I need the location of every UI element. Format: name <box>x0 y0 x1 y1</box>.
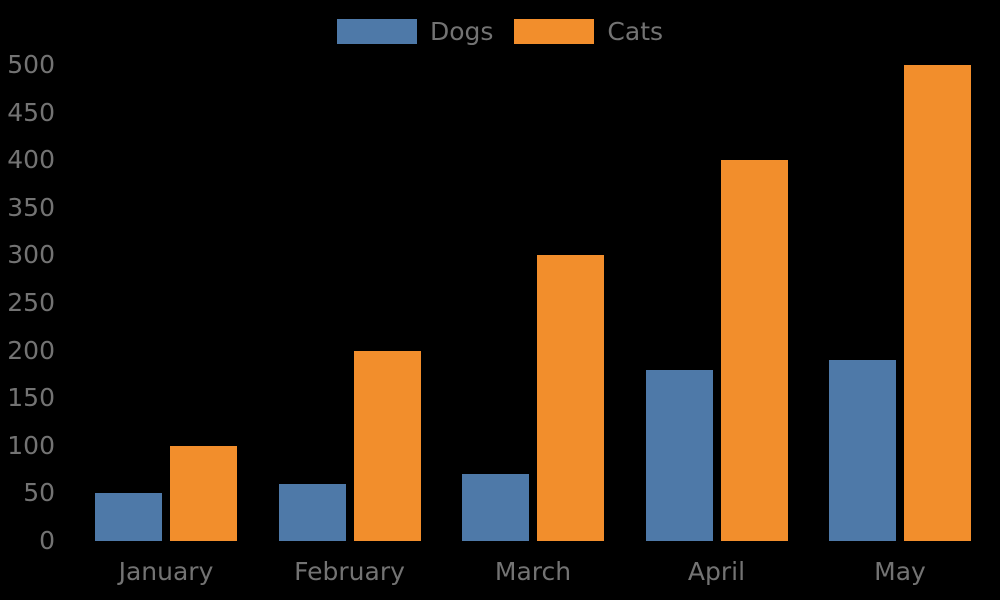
bar-cats-april <box>720 160 788 541</box>
legend-item-dogs: Dogs <box>336 17 494 46</box>
x-axis-label-january: January <box>118 557 214 586</box>
legend-swatch-dogs <box>336 19 417 44</box>
bar-cats-january <box>170 445 237 541</box>
y-tick-label-400: 400 <box>7 145 55 175</box>
y-tick-label-100: 100 <box>7 430 55 460</box>
x-axis-label-april: April <box>687 557 746 586</box>
y-tick-label-500: 500 <box>7 50 55 79</box>
x-axis-label-february: February <box>294 557 405 586</box>
y-tick-label-150: 150 <box>7 383 55 413</box>
bar-dogs-january <box>95 493 162 541</box>
bar-cats-march <box>537 255 604 541</box>
y-tick-label-300: 300 <box>7 240 55 270</box>
legend-label-dogs: Dogs <box>429 17 494 46</box>
bar-dogs-may <box>829 360 896 541</box>
legend-swatch-cats <box>514 19 595 44</box>
y-tick-label-50: 50 <box>23 478 55 508</box>
y-tick-label-200: 200 <box>7 335 55 365</box>
legend-item-cats: Cats <box>514 19 663 44</box>
x-axis-label-march: March <box>494 557 572 586</box>
bar-dogs-february <box>278 483 346 541</box>
y-tick-label-250: 250 <box>7 288 55 317</box>
chart-legend: Dogs Cats <box>0 19 1000 44</box>
legend-label-cats: Cats <box>607 17 664 46</box>
bar-cats-february <box>353 350 421 541</box>
bar-dogs-march <box>462 474 529 541</box>
x-axis-label-may: May <box>874 557 926 586</box>
y-tick-label-350: 350 <box>7 192 55 222</box>
y-tick-label-0: 0 <box>39 526 55 555</box>
bar-dogs-april <box>645 369 713 541</box>
y-tick-label-450: 450 <box>7 97 55 127</box>
bar-cats-may <box>904 65 971 541</box>
